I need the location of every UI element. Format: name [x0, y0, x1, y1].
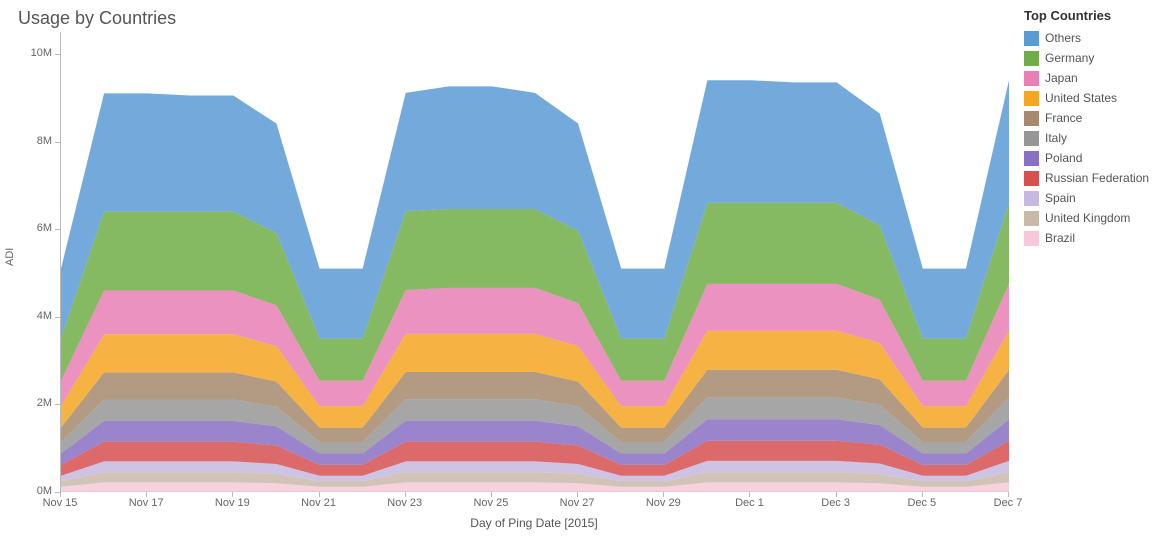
legend-label: Japan — [1045, 71, 1078, 85]
x-tick-label: Dec 5 — [897, 497, 947, 509]
area-chart-svg — [61, 32, 1009, 492]
legend-swatch — [1024, 171, 1039, 186]
legend-label: Others — [1045, 31, 1081, 45]
x-tick-mark — [405, 492, 406, 497]
legend-item[interactable]: United Kingdom — [1024, 208, 1159, 228]
legend-swatch — [1024, 191, 1039, 206]
legend-item[interactable]: France — [1024, 108, 1159, 128]
legend-swatch — [1024, 211, 1039, 226]
legend-label: Poland — [1045, 151, 1082, 165]
x-tick-mark — [146, 492, 147, 497]
y-tick-label: 10M — [18, 47, 52, 59]
y-tick-label: 4M — [18, 310, 52, 322]
legend-item[interactable]: United States — [1024, 88, 1159, 108]
x-tick-mark — [491, 492, 492, 497]
area-series[interactable] — [61, 482, 1009, 492]
legend-swatch — [1024, 71, 1039, 86]
y-tick-label: 0M — [18, 485, 52, 497]
x-tick-mark — [663, 492, 664, 497]
x-tick-mark — [1008, 492, 1009, 497]
x-tick-mark — [232, 492, 233, 497]
x-tick-mark — [319, 492, 320, 497]
x-tick-label: Nov 25 — [466, 497, 516, 509]
legend-label: Spain — [1045, 191, 1076, 205]
legend-label: Russian Federation — [1045, 171, 1149, 185]
plot-area — [60, 32, 1008, 492]
legend-swatch — [1024, 31, 1039, 46]
legend-label: Brazil — [1045, 231, 1075, 245]
x-tick-label: Dec 3 — [811, 497, 861, 509]
legend-swatch — [1024, 51, 1039, 66]
legend-swatch — [1024, 111, 1039, 126]
y-axis-label: ADI — [4, 248, 16, 266]
x-tick-label: Nov 15 — [35, 497, 85, 509]
x-tick-mark — [749, 492, 750, 497]
x-tick-label: Nov 21 — [294, 497, 344, 509]
legend-item[interactable]: Germany — [1024, 48, 1159, 68]
legend-label: United States — [1045, 91, 1117, 105]
legend-label: Italy — [1045, 131, 1067, 145]
legend-swatch — [1024, 91, 1039, 106]
x-tick-label: Nov 29 — [638, 497, 688, 509]
x-tick-mark — [577, 492, 578, 497]
x-tick-label: Nov 17 — [121, 497, 171, 509]
y-tick-label: 6M — [18, 222, 52, 234]
legend-item[interactable]: Italy — [1024, 128, 1159, 148]
x-tick-label: Nov 27 — [552, 497, 602, 509]
x-tick-mark — [922, 492, 923, 497]
legend-item[interactable]: Poland — [1024, 148, 1159, 168]
legend-label: United Kingdom — [1045, 211, 1130, 225]
legend-label: Germany — [1045, 51, 1094, 65]
x-tick-label: Nov 19 — [207, 497, 257, 509]
legend-item[interactable]: Japan — [1024, 68, 1159, 88]
legend-swatch — [1024, 151, 1039, 166]
x-tick-label: Dec 7 — [983, 497, 1033, 509]
legend-item[interactable]: Spain — [1024, 188, 1159, 208]
legend-item[interactable]: Russian Federation — [1024, 168, 1159, 188]
x-tick-label: Nov 23 — [380, 497, 430, 509]
legend-item[interactable]: Brazil — [1024, 228, 1159, 248]
legend-item[interactable]: Others — [1024, 28, 1159, 48]
legend-label: France — [1045, 111, 1082, 125]
x-tick-mark — [60, 492, 61, 497]
legend-swatch — [1024, 131, 1039, 146]
x-tick-mark — [836, 492, 837, 497]
chart-container: Usage by Countries Top Countries Others G… — [0, 0, 1162, 550]
legend: Others Germany Japan United States France Ita… — [1024, 28, 1159, 248]
chart-title: Usage by Countries — [18, 8, 176, 29]
x-tick-label: Dec 1 — [724, 497, 774, 509]
legend-title: Top Countries — [1024, 8, 1111, 23]
legend-swatch — [1024, 231, 1039, 246]
y-tick-label: 8M — [18, 135, 52, 147]
x-axis-label: Day of Ping Date [2015] — [60, 516, 1008, 530]
y-tick-label: 2M — [18, 397, 52, 409]
